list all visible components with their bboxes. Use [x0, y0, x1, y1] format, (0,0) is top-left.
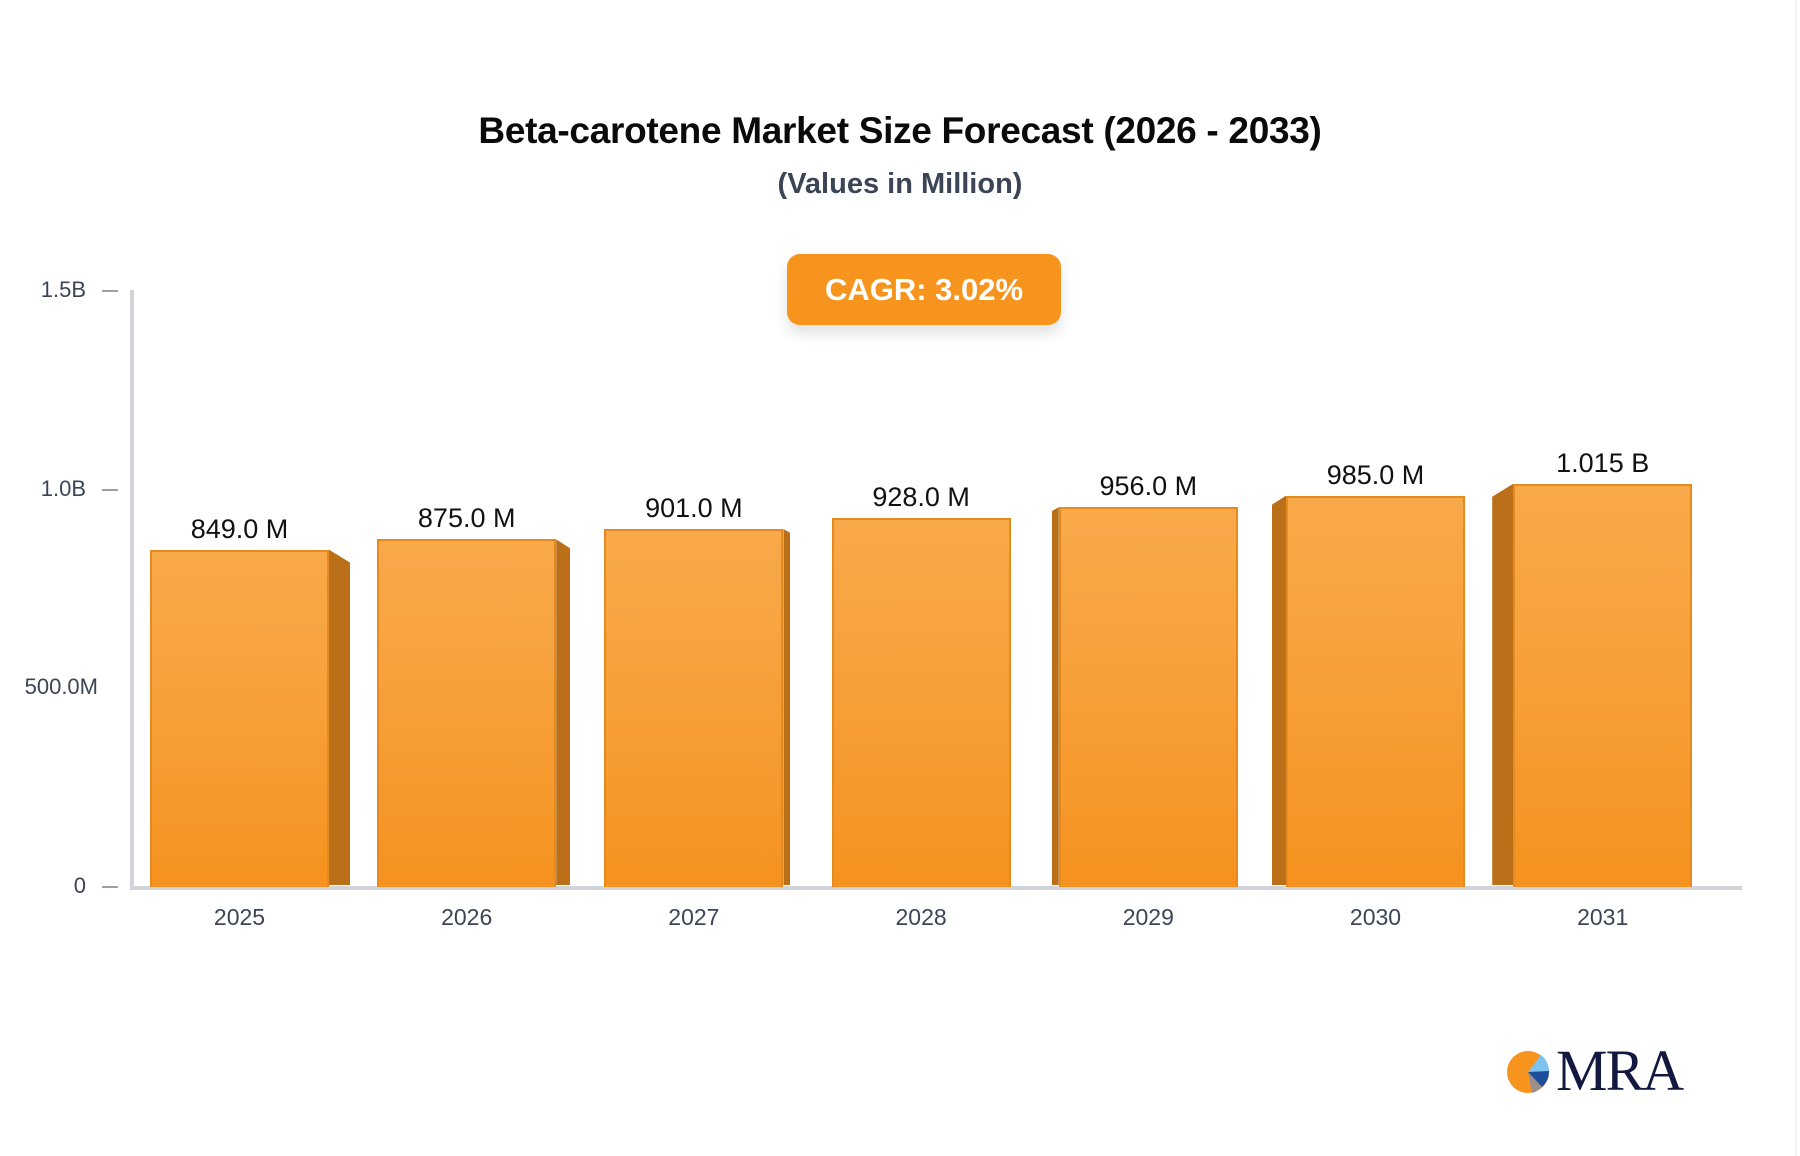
x-tick-label: 2030 — [1349, 904, 1402, 930]
y-tick-label: 1.5B — [40, 277, 86, 302]
y-axis-line — [130, 290, 134, 890]
chart-subtitle: (Values in Million) — [777, 168, 1023, 200]
bar-2025[interactable] — [150, 549, 329, 887]
cagr-badge: CAGR: 3.02% — [787, 254, 1061, 325]
bar-front-face — [1513, 483, 1693, 887]
bar-side-face — [556, 539, 571, 885]
y-tick-mark — [102, 488, 118, 491]
x-tick-label: 2031 — [1577, 904, 1629, 930]
chart-title: Beta-carotene Market Size Forecast (2026… — [478, 110, 1322, 151]
bar-value-label: 875.0 M — [417, 503, 516, 534]
bar-front-face — [150, 549, 329, 887]
bar-value-label: 956.0 M — [1099, 471, 1198, 502]
bar-front-face — [1286, 495, 1465, 887]
y-tick-label: 500.0M — [24, 674, 98, 700]
bar-side-face — [783, 529, 791, 885]
y-tick-label: 1.0B — [40, 475, 86, 501]
x-axis-line — [130, 886, 1742, 890]
pie-chart-logo-icon — [1507, 1051, 1550, 1093]
x-tick-label: 2025 — [213, 904, 266, 930]
bar-2029[interactable] — [1058, 507, 1238, 887]
bar-front-face — [377, 539, 557, 887]
bar-side-face — [329, 549, 350, 885]
mra-logo: MRA — [1506, 1038, 1696, 1103]
bar-side-face — [1051, 507, 1059, 885]
x-tick-label: 2029 — [1122, 904, 1174, 930]
x-tick-label: 2028 — [895, 904, 947, 930]
bar-value-label: 849.0 M — [190, 513, 289, 544]
y-tick-mark — [102, 290, 118, 292]
bar-value-label: 901.0 M — [645, 493, 743, 523]
bar-2028[interactable] — [831, 518, 1011, 887]
bar-side-face — [1492, 483, 1514, 885]
bar-side-face — [1272, 495, 1286, 885]
logo-text: MRA — [1556, 1038, 1684, 1103]
bar-value-label: 1.015 B — [1556, 447, 1650, 478]
bar-2027[interactable] — [604, 529, 784, 887]
bar-2031[interactable] — [1513, 483, 1693, 887]
x-tick-label: 2027 — [668, 904, 720, 930]
bar-value-label: 985.0 M — [1326, 459, 1425, 490]
bar-front-face — [831, 518, 1011, 887]
bar-2030[interactable] — [1286, 495, 1465, 887]
bar-front-face — [1058, 507, 1238, 887]
y-tick-mark — [102, 886, 118, 888]
bar-front-face — [604, 529, 784, 887]
x-tick-label: 2026 — [441, 904, 493, 930]
y-tick-label: 0 — [73, 873, 86, 898]
bar-2026[interactable] — [377, 539, 557, 887]
bar-value-label: 928.0 M — [872, 482, 970, 513]
